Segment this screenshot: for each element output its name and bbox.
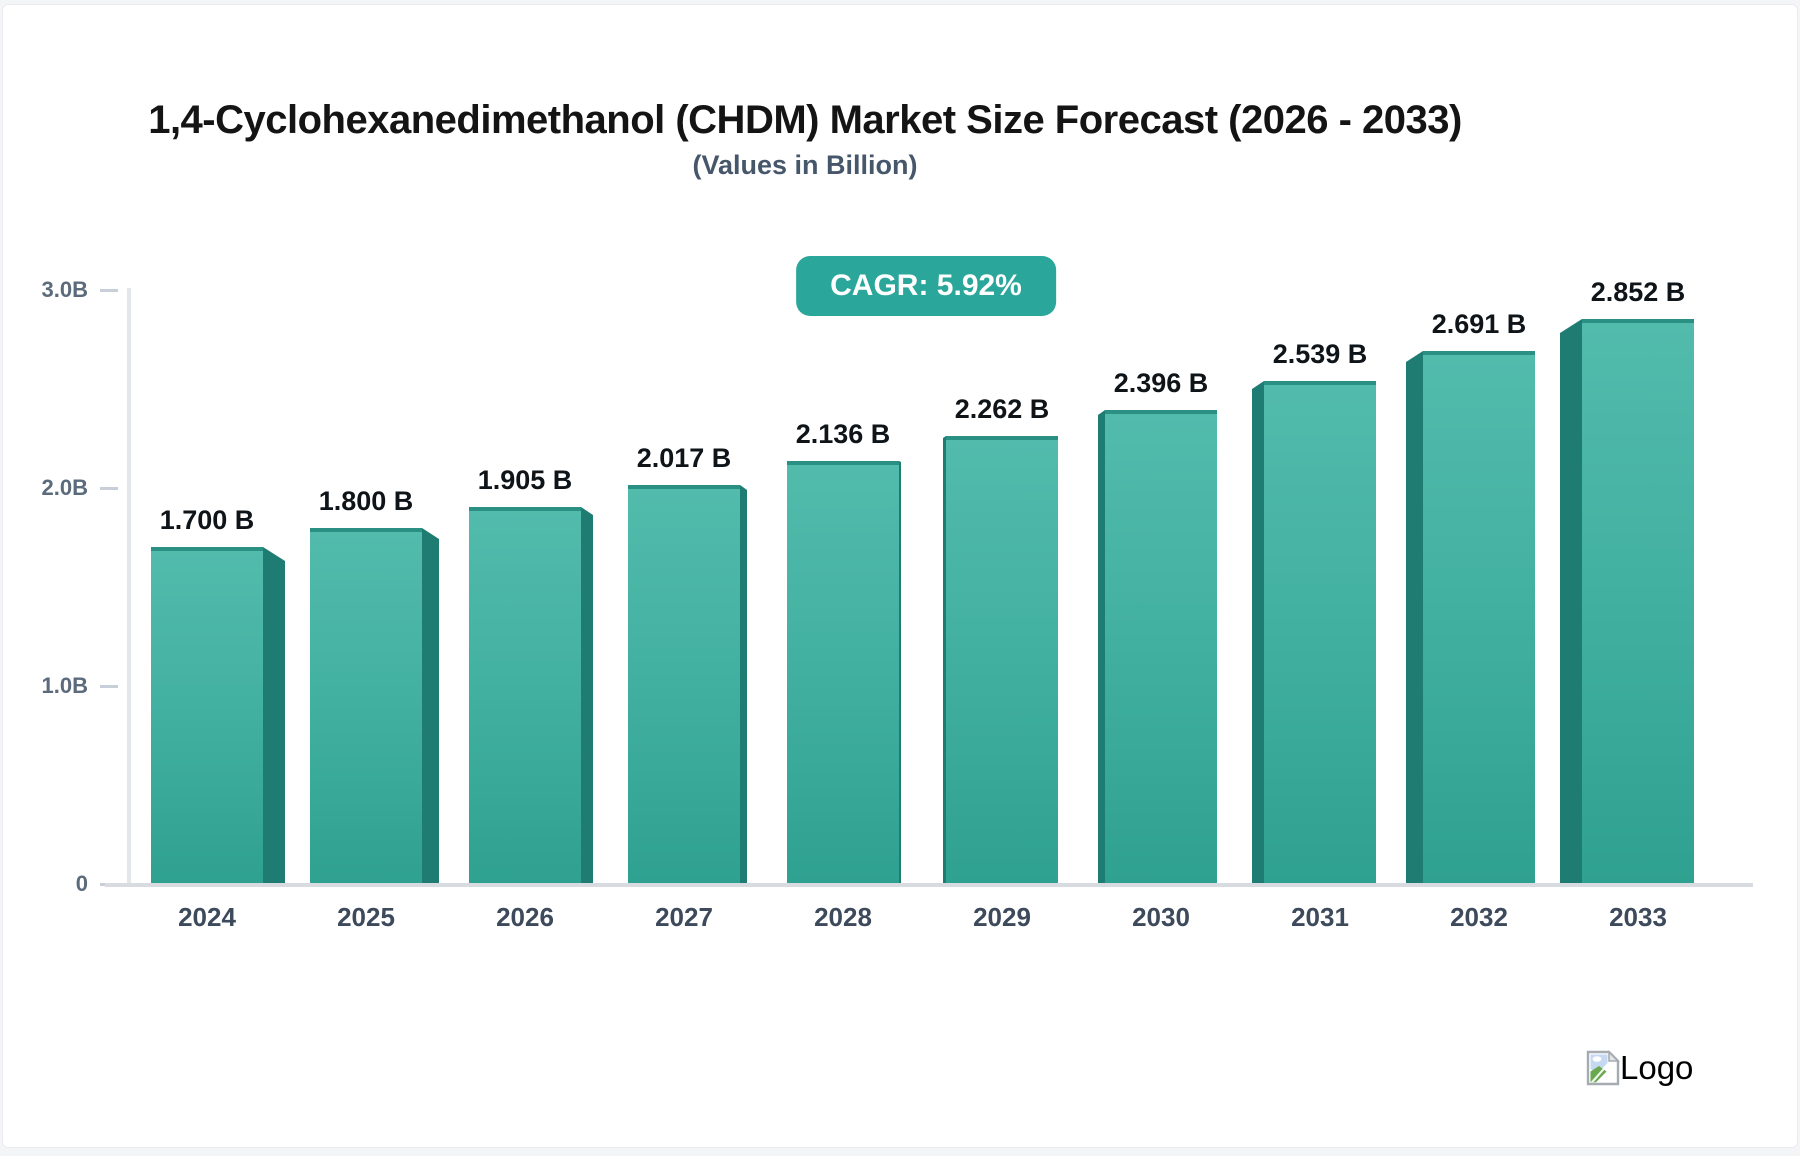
x-axis-label-2028: 2028: [814, 902, 872, 932]
x-axis-label-2024: 2024: [178, 902, 236, 932]
bar-2033[interactable]: [1582, 319, 1694, 884]
bar-side-2029: [943, 436, 946, 884]
bar-value-label-2031: 2.539 B: [1272, 339, 1368, 369]
bar-value-label-2025: 1.800 B: [318, 486, 414, 516]
logo-alt-text: Logo: [1620, 1049, 1694, 1086]
bar-2026[interactable]: [469, 507, 581, 884]
bar-value-label-2027: 2.017 B: [636, 443, 732, 473]
y-tick-mark: [100, 685, 118, 688]
x-axis-label-2029: 2029: [973, 902, 1031, 932]
x-axis-label-2032: 2032: [1450, 902, 1508, 932]
bar-2032[interactable]: [1423, 351, 1535, 884]
bar-2031[interactable]: [1264, 381, 1376, 884]
bar-value-label-2030: 2.396 B: [1113, 368, 1209, 398]
bar-2029[interactable]: [946, 436, 1058, 884]
x-axis-label-2030: 2030: [1132, 902, 1190, 932]
y-tick-mark: [100, 487, 118, 490]
bar-value-label-2032: 2.691 B: [1431, 309, 1527, 339]
bar-value-label-2029: 2.262 B: [954, 394, 1050, 424]
bar-2030[interactable]: [1105, 410, 1217, 884]
bar-2025[interactable]: [310, 528, 422, 884]
bar-side-2026: [581, 507, 593, 884]
x-axis-label-2025: 2025: [337, 902, 395, 932]
y-tick-label: 0: [75, 871, 88, 896]
x-axis-baseline: [105, 883, 1753, 887]
bar-2028[interactable]: [787, 461, 899, 884]
bar-side-2031: [1252, 381, 1264, 884]
bar-value-label-2033: 2.852 B: [1590, 277, 1686, 307]
x-axis-label-2031: 2031: [1291, 902, 1349, 932]
bar-2024[interactable]: [151, 547, 263, 884]
y-tick-label: 2.0B: [41, 475, 88, 500]
bar-side-2027: [740, 485, 747, 884]
bar-side-2025: [422, 528, 439, 884]
bar-value-label-2028: 2.136 B: [795, 419, 891, 449]
bar-side-2030: [1098, 410, 1105, 884]
broken-image-icon: [1586, 1050, 1620, 1086]
cagr-badge: CAGR: 5.92%: [796, 256, 1056, 316]
chart-title: 1,4-Cyclohexanedimethanol (CHDM) Market …: [148, 98, 1462, 142]
bar-side-2028: [899, 461, 901, 884]
bar-value-label-2026: 1.905 B: [477, 465, 573, 495]
x-axis-label-2033: 2033: [1609, 902, 1667, 932]
y-tick-mark: [100, 289, 118, 292]
logo: Logo: [1586, 1048, 1693, 1088]
x-axis-label-2026: 2026: [496, 902, 554, 932]
bar-value-label-2024: 1.700 B: [159, 505, 255, 535]
bar-side-2033: [1560, 319, 1582, 884]
chart-subtitle: (Values in Billion): [692, 150, 918, 180]
x-axis-label-2027: 2027: [655, 902, 713, 932]
bar-side-2024: [263, 547, 285, 884]
y-tick-label: 3.0B: [41, 277, 88, 302]
y-axis-line: [127, 288, 131, 886]
bar-2027[interactable]: [628, 485, 740, 884]
y-tick-label: 1.0B: [41, 673, 88, 698]
bar-side-2032: [1406, 351, 1423, 884]
